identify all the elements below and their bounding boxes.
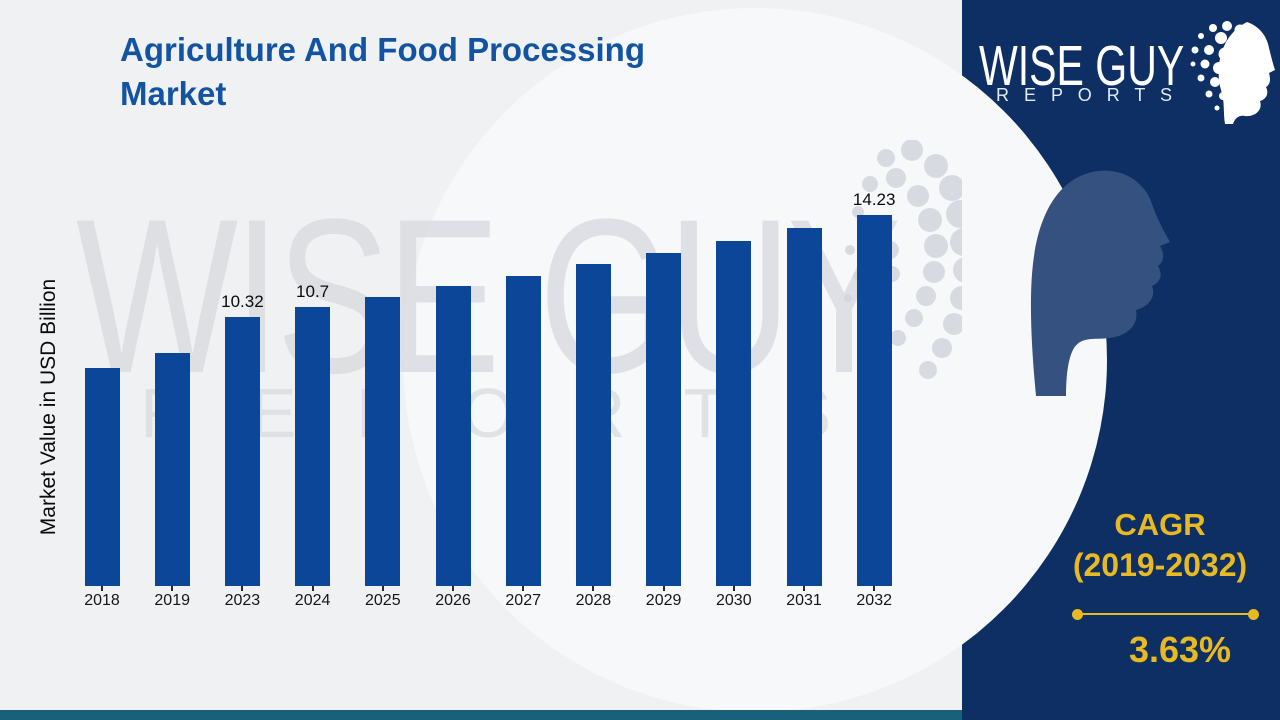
axis-tick (452, 586, 454, 591)
divider-dot-left-icon (1072, 608, 1083, 620)
divider-line (1077, 613, 1254, 615)
x-tick-label: 2030 (716, 592, 752, 609)
x-tick-label: 2027 (505, 592, 541, 609)
bar-2018 (84, 368, 120, 586)
cagr-value: 3.63% (1128, 629, 1232, 670)
bar-2019 (154, 353, 190, 586)
logo-subtext: R E P O R T S (996, 85, 1178, 105)
bar-2030 (716, 241, 752, 586)
logo-face-icon (1190, 21, 1275, 124)
x-tick-label: 2029 (645, 592, 682, 609)
x-tick-label: 2019 (154, 592, 190, 609)
axis-tick (592, 586, 595, 591)
bar-2032 (856, 215, 892, 586)
cagr-divider (1072, 608, 1259, 620)
bar-2023 (224, 317, 260, 586)
axis-tick (873, 586, 876, 591)
bar-value-label: 14.23 (852, 190, 896, 209)
bar-2026 (435, 286, 471, 586)
x-tick-label: 2028 (575, 592, 612, 609)
bar-value-label: 10.7 (296, 282, 330, 301)
axis-tick (101, 586, 103, 591)
x-tick-label: 2025 (365, 592, 401, 609)
axis-tick (381, 586, 384, 591)
bar-2029 (646, 253, 682, 586)
divider-dot-right-icon (1248, 608, 1259, 620)
logo-wordmark: WISE GUY (979, 34, 1185, 98)
axis-tick (522, 586, 525, 591)
axis-tick (662, 586, 665, 591)
axis-tick (241, 586, 244, 591)
axis-tick (171, 586, 174, 591)
cagr-heading: CAGR (1114, 507, 1206, 542)
bar-2024 (295, 307, 331, 586)
x-tick-label: 2026 (435, 592, 471, 609)
cagr-range: (2019-2032) (1072, 547, 1248, 583)
axis-tick (803, 586, 805, 591)
watermark-dots-pattern-icon (844, 140, 962, 379)
bar-chart: 2018 2019 2023 10.32 2024 10.7 2025 2026 2027 202… (84, 190, 896, 609)
x-tick-label: 2023 (224, 592, 261, 609)
bar-2028 (575, 264, 611, 586)
axis-tick (732, 586, 735, 591)
x-tick-label: 2032 (856, 592, 892, 609)
chart-title: Agriculture And Food Processing Market (120, 31, 645, 112)
x-tick-label: 2031 (786, 592, 822, 609)
axis-tick (311, 586, 314, 591)
bar-value-label: 10.32 (221, 292, 264, 311)
x-tick-label: 2018 (84, 592, 120, 609)
face-silhouette (1030, 170, 1170, 396)
watermark-wordmark: WISE GUY (76, 173, 901, 419)
x-tick-label: 2024 (294, 592, 331, 609)
bar-2025 (365, 297, 401, 586)
footer-strip (0, 710, 962, 720)
bar-2027 (505, 276, 541, 586)
bar-2031 (786, 228, 822, 586)
